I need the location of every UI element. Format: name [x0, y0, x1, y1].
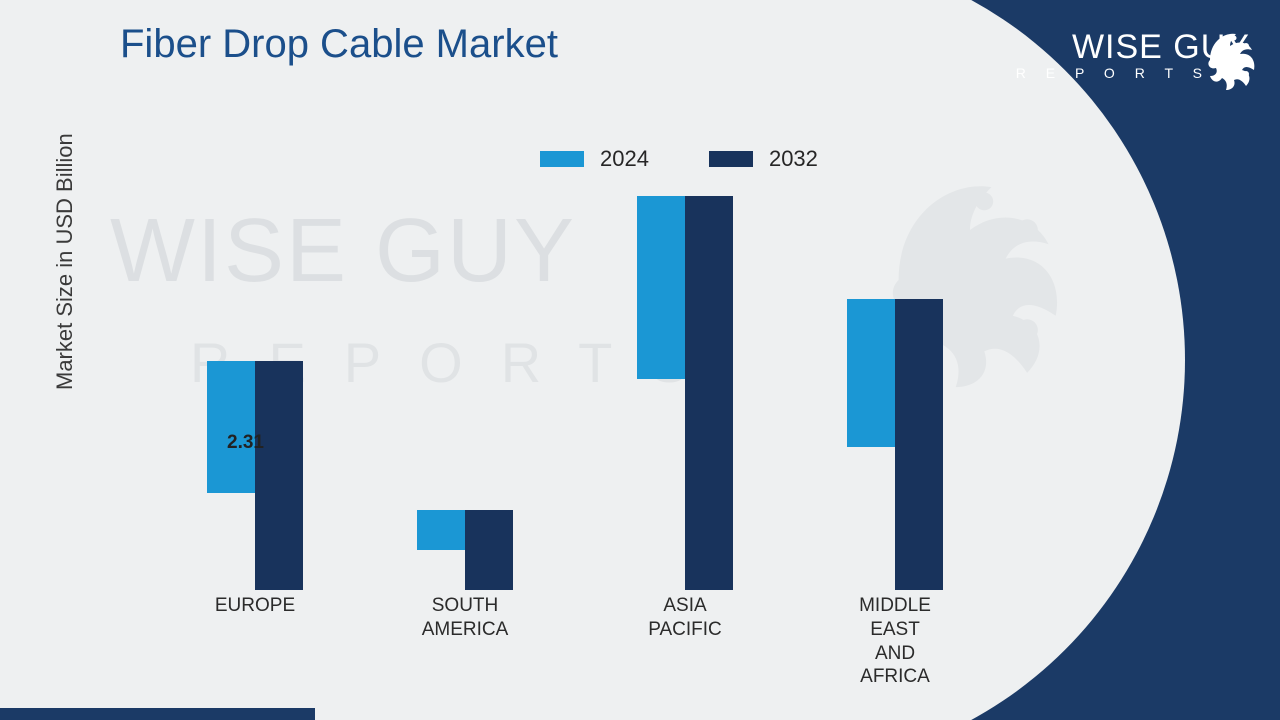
legend: 2024 2032 [540, 146, 818, 172]
x-tick-label: ASIAPACIFIC [610, 594, 760, 642]
chart-canvas: WISE GUY R E P O R T S Fiber Drop Cable … [0, 0, 1280, 720]
brand-head-icon [1202, 28, 1258, 92]
bar-group [180, 361, 330, 590]
bar-2024 [417, 510, 465, 550]
bar-2024 [847, 299, 895, 448]
bar-2024 [637, 196, 685, 379]
legend-swatch-2024 [540, 151, 584, 167]
brand-sub: R E P O R T S [1016, 65, 1210, 81]
bar-value-label: 2.31 [227, 432, 264, 454]
chart-title: Fiber Drop Cable Market [120, 22, 558, 67]
x-axis-labels: EUROPE SOUTHAMERICA ASIAPACIFIC MIDDLEEASTA… [150, 594, 990, 704]
bar-group [390, 510, 540, 590]
legend-label-2032: 2032 [769, 146, 818, 172]
legend-item-2024: 2024 [540, 146, 649, 172]
bar-group [820, 299, 970, 590]
bar-2024 [207, 361, 255, 493]
plot-area: 2.31 [150, 190, 990, 590]
bar-2032 [255, 361, 303, 590]
legend-swatch-2032 [709, 151, 753, 167]
x-tick-label: MIDDLEEASTANDAFRICA [820, 594, 970, 689]
bar-2032 [895, 299, 943, 590]
bar-chart: 2.31 [110, 190, 990, 590]
bar-2032 [685, 196, 733, 590]
bar-2032 [465, 510, 513, 590]
footer-accent-bar [0, 708, 315, 720]
legend-item-2032: 2032 [709, 146, 818, 172]
x-tick-label: EUROPE [180, 594, 330, 618]
bar-group [610, 196, 760, 590]
y-axis-label: Market Size in USD Billion [52, 133, 78, 390]
x-tick-label: SOUTHAMERICA [390, 594, 540, 642]
brand-logo: WISE GUY R E P O R T S [1016, 28, 1250, 81]
legend-label-2024: 2024 [600, 146, 649, 172]
